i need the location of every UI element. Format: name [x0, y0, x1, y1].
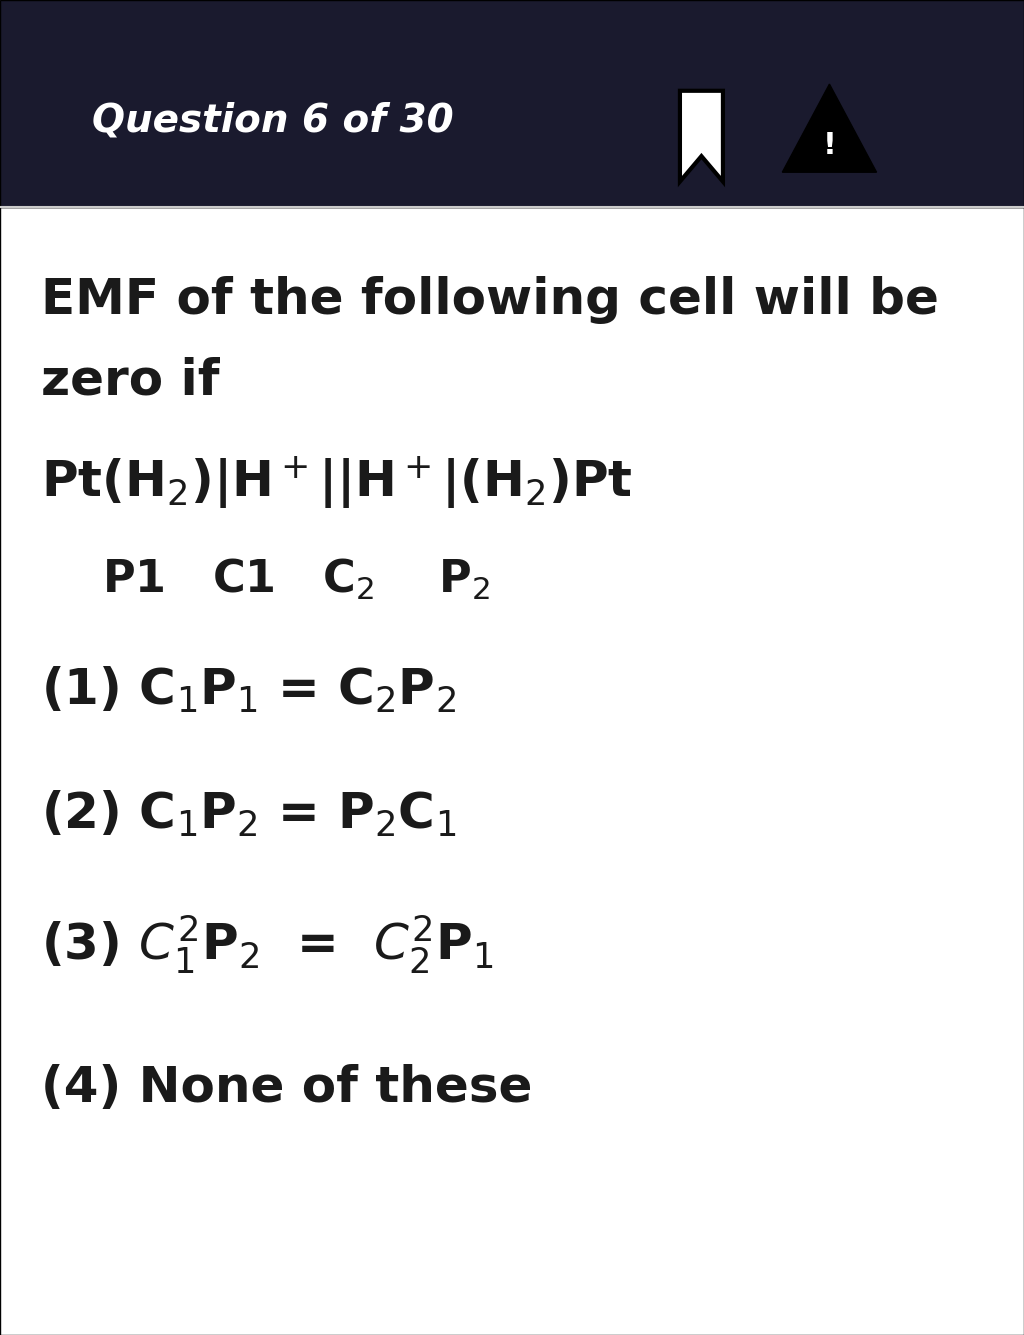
- Text: (1) C$_1$P$_1$ = C$_2$P$_2$: (1) C$_1$P$_1$ = C$_2$P$_2$: [41, 665, 456, 716]
- Polygon shape: [782, 84, 877, 172]
- Text: Pt(H$_2$)|H$^+$||H$^+$|(H$_2$)Pt: Pt(H$_2$)|H$^+$||H$^+$|(H$_2$)Pt: [41, 455, 633, 511]
- Polygon shape: [680, 91, 723, 182]
- Text: EMF of the following cell will be: EMF of the following cell will be: [41, 276, 939, 324]
- FancyBboxPatch shape: [0, 207, 1024, 1335]
- FancyBboxPatch shape: [0, 0, 1024, 207]
- Text: !: !: [822, 131, 837, 160]
- Text: (4) None of these: (4) None of these: [41, 1064, 532, 1112]
- Text: (3) $C_1^2$P$_2$  =  $C_2^2$P$_1$: (3) $C_1^2$P$_2$ = $C_2^2$P$_1$: [41, 914, 494, 976]
- Text: Question 6 of 30: Question 6 of 30: [92, 101, 454, 139]
- Text: zero if: zero if: [41, 356, 219, 405]
- Text: P1   C1   C$_2$    P$_2$: P1 C1 C$_2$ P$_2$: [102, 557, 490, 602]
- Text: (2) C$_1$P$_2$ = P$_2$C$_1$: (2) C$_1$P$_2$ = P$_2$C$_1$: [41, 789, 456, 840]
